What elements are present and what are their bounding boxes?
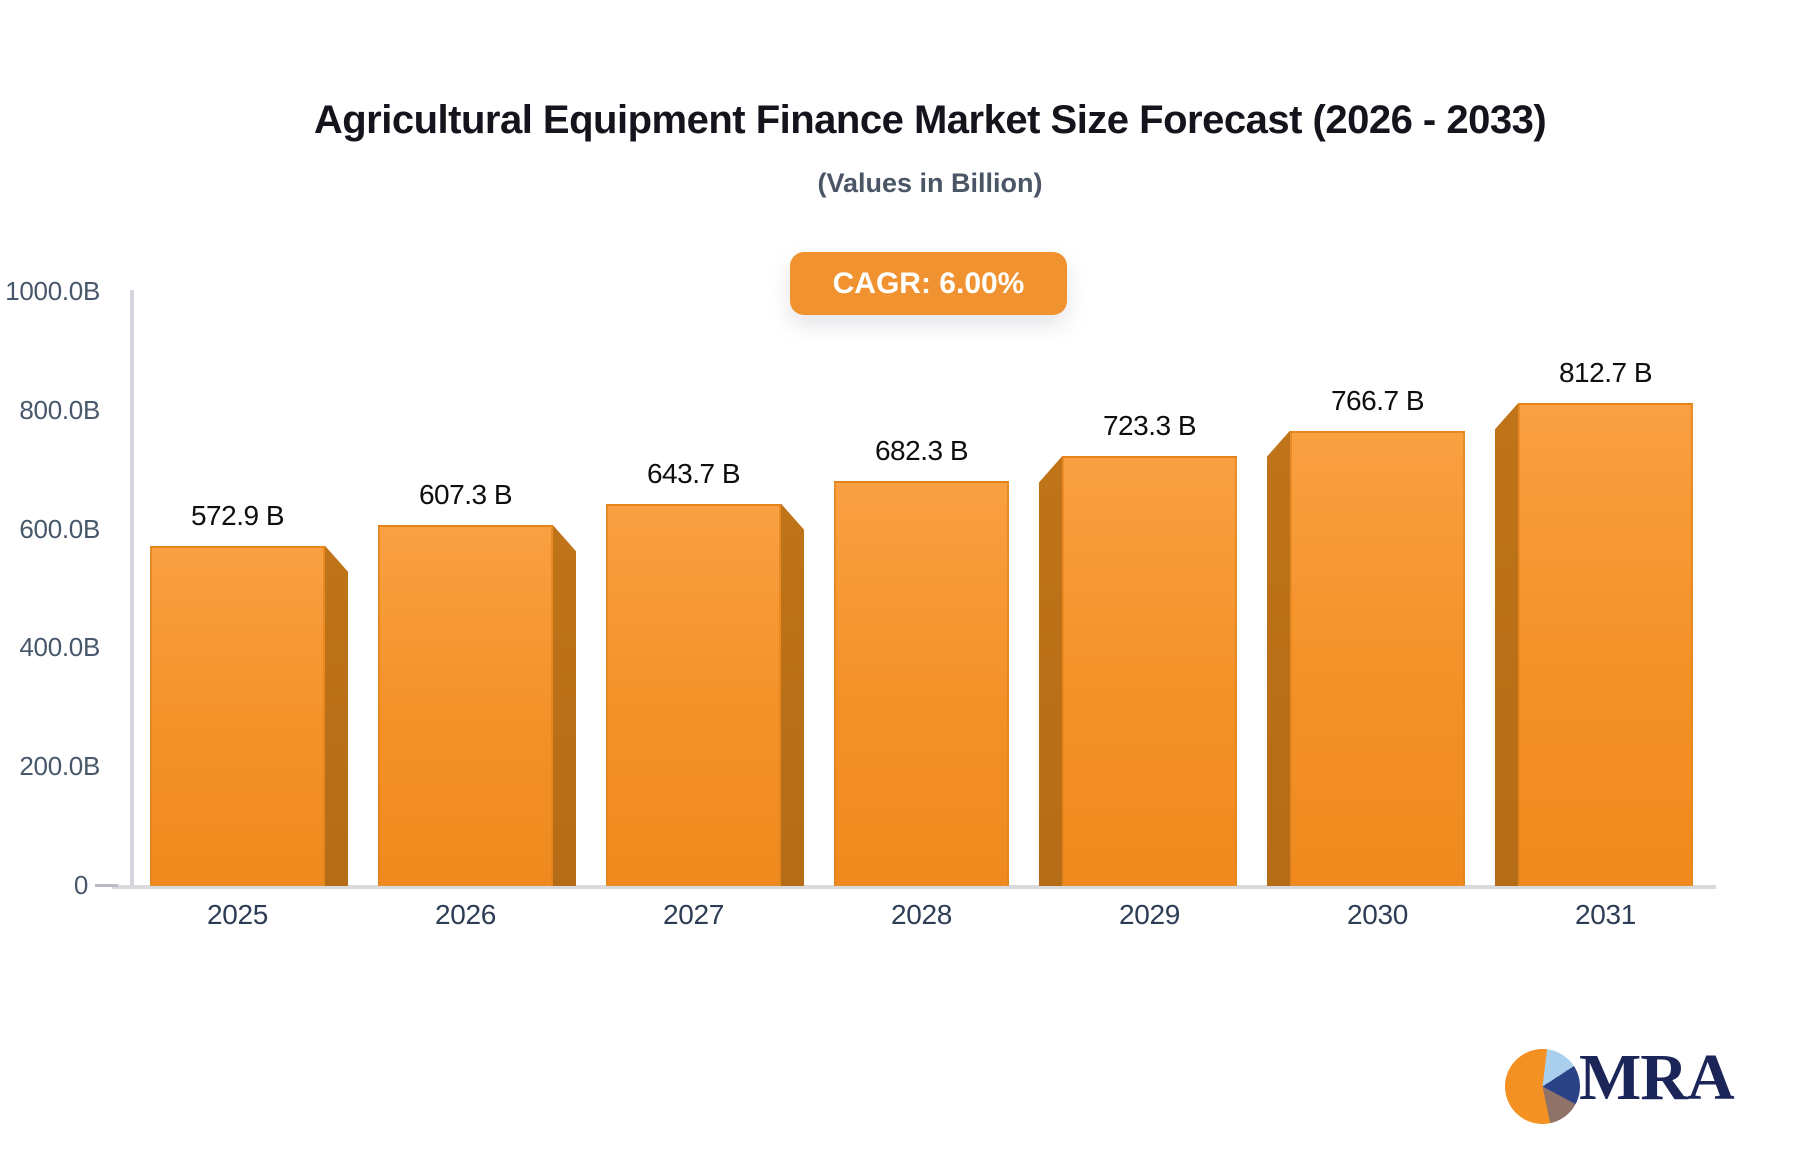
bar-2025	[150, 545, 325, 886]
bar-value-label: 643.7 B	[646, 457, 741, 489]
y-axis-tick-label: 600.0B	[19, 513, 100, 544]
pie-chart-logo-icon	[1505, 1049, 1580, 1124]
zero-tick-mark	[95, 884, 118, 887]
y-axis-tick-label: 1000.0B	[5, 276, 100, 306]
x-axis-category-label: 2029	[1118, 899, 1181, 930]
bar-3d-side-2030	[1267, 430, 1290, 886]
bar-2031	[1518, 403, 1693, 886]
bar-3d-side-2026	[553, 525, 576, 886]
bar-value-label: 766.7 B	[1330, 384, 1425, 416]
bar-2027	[606, 503, 781, 886]
x-axis-category-label: 2027	[662, 899, 725, 930]
y-axis-tick-label: 800.0B	[19, 394, 100, 425]
x-axis-category-label: 2026	[434, 899, 497, 930]
x-axis-category-label: 2030	[1346, 899, 1409, 930]
cagr-badge: CAGR: 6.00%	[790, 252, 1067, 315]
bar-3d-side-2027	[781, 503, 804, 886]
logo-text: MRA	[1579, 1041, 1735, 1114]
bar-2028	[834, 480, 1009, 886]
bar-value-label: 682.3 B	[874, 434, 969, 466]
x-axis-category-label: 2025	[206, 899, 269, 930]
y-axis-tick-label: 0	[73, 870, 88, 900]
bar-value-label: 812.7 B	[1558, 357, 1653, 389]
y-axis-tick-label: 400.0B	[19, 632, 100, 663]
chart-subtitle: (Values in Billion)	[817, 168, 1043, 198]
y-axis-line	[130, 290, 134, 888]
bar-2029	[1062, 456, 1237, 886]
y-axis-tick-label: 200.0B	[19, 751, 100, 782]
bar-value-label: 572.9 B	[190, 499, 285, 531]
bar-3d-side-2025	[325, 545, 348, 886]
x-axis-baseline	[112, 885, 1716, 889]
bar-value-label: 607.3 B	[418, 479, 513, 511]
bar-value-label: 723.3 B	[1102, 410, 1197, 442]
bar-3d-side-2029	[1039, 456, 1062, 886]
x-axis-category-label: 2028	[890, 899, 953, 930]
bar-2026	[378, 525, 553, 886]
bar-3d-side-2031	[1495, 403, 1518, 886]
chart-title: Agricultural Equipment Finance Market Si…	[313, 98, 1547, 142]
bar-2030	[1290, 430, 1465, 886]
x-axis-category-label: 2031	[1574, 899, 1637, 930]
